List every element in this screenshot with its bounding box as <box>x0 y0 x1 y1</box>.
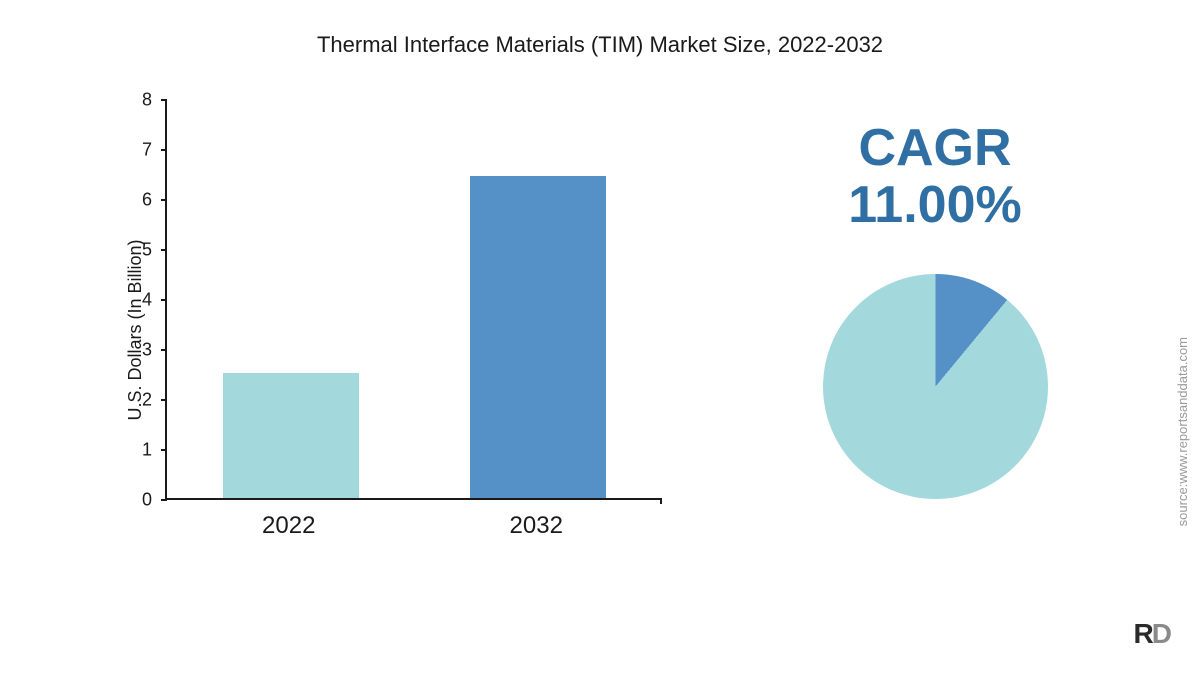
pie-chart <box>823 274 1048 499</box>
chart-title: Thermal Interface Materials (TIM) Market… <box>0 0 1200 58</box>
y-tick-label: 1 <box>142 440 152 461</box>
x-tick-label: 2032 <box>510 512 563 540</box>
y-tick-mark <box>161 249 167 251</box>
y-tick-mark <box>161 299 167 301</box>
logo-letter-r: R <box>1134 618 1152 649</box>
y-tick-label: 7 <box>142 140 152 161</box>
source-attribution: source:www.reportsanddata.com <box>1175 337 1190 526</box>
y-tick-label: 3 <box>142 340 152 361</box>
logo-letter-d: D <box>1152 618 1170 649</box>
y-tick-mark <box>161 99 167 101</box>
content-area: U.S. Dollars (In Billion) 012345678 2022… <box>0 90 1200 674</box>
y-tick-mark <box>161 199 167 201</box>
cagr-label: CAGR <box>760 120 1110 177</box>
x-tick-label: 2022 <box>262 512 315 540</box>
y-tick-label: 4 <box>142 290 152 311</box>
y-tick-mark <box>161 499 167 501</box>
y-tick-label: 5 <box>142 240 152 261</box>
x-tick-mark <box>660 498 662 504</box>
y-tick-label: 0 <box>142 490 152 511</box>
y-tick-label: 2 <box>142 390 152 411</box>
plot-area <box>165 100 660 500</box>
y-tick-label: 8 <box>142 90 152 111</box>
y-tick-mark <box>161 449 167 451</box>
pie-chart-wrap <box>760 274 1110 499</box>
cagr-panel: CAGR 11.00% <box>760 120 1110 499</box>
brand-logo: RD <box>1134 618 1170 650</box>
bar-chart: U.S. Dollars (In Billion) 012345678 2022… <box>100 100 660 560</box>
y-tick-mark <box>161 399 167 401</box>
y-tick-label: 6 <box>142 190 152 211</box>
bar <box>470 176 606 499</box>
y-tick-mark <box>161 349 167 351</box>
y-tick-mark <box>161 149 167 151</box>
bar <box>223 373 359 498</box>
cagr-value: 11.00% <box>760 177 1110 234</box>
y-axis: 012345678 <box>130 100 160 500</box>
